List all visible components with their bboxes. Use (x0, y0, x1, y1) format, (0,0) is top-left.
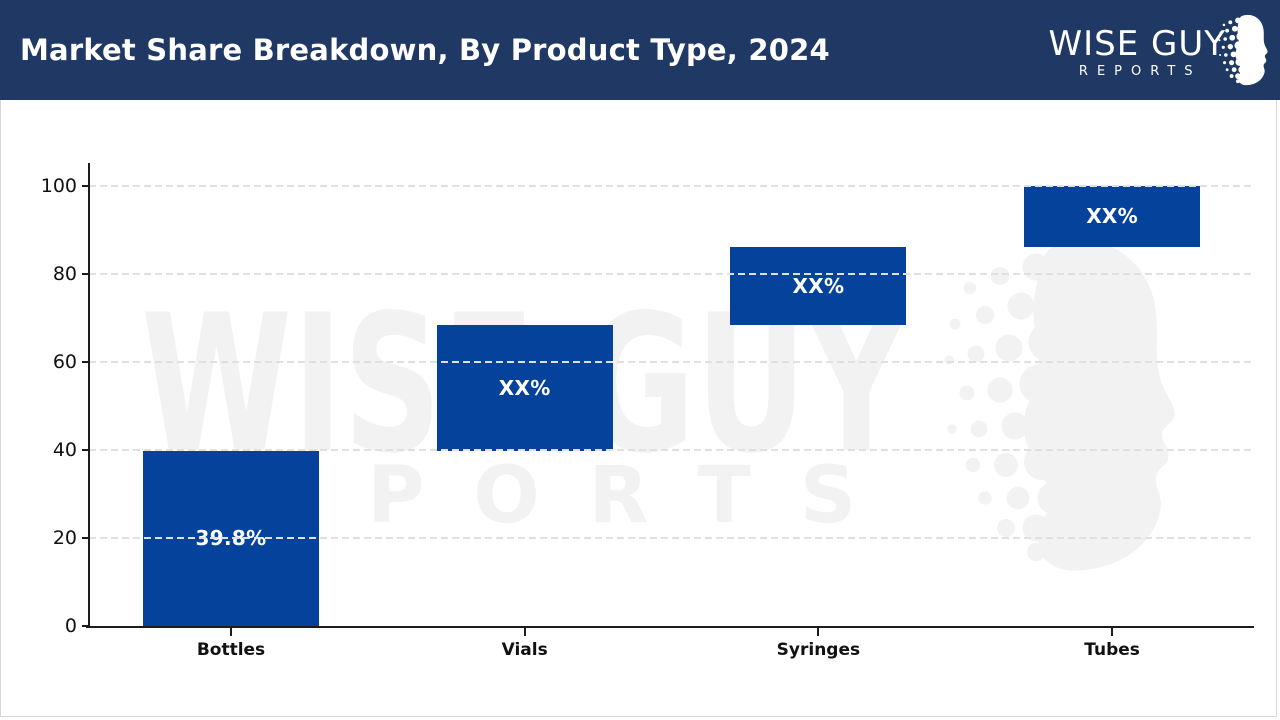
x-axis-label: Bottles (196, 640, 266, 660)
y-axis-line (88, 163, 90, 628)
x-tick-mark (230, 628, 232, 636)
x-axis-label: Tubes (1084, 640, 1140, 660)
x-tick-mark (817, 628, 820, 636)
x-axis-label: Vials (501, 640, 548, 660)
bar-syringes: XX% (730, 247, 907, 325)
gridline-60 (89, 361, 1254, 363)
y-tick-mark (82, 449, 89, 451)
y-tick-label: 20 (52, 527, 77, 549)
y-tick-label: 40 (52, 439, 77, 461)
y-tick-mark (82, 185, 89, 187)
gridline-100 (89, 185, 1254, 187)
logo-wordmark: WISE GUY (1048, 23, 1226, 64)
chart-canvas: WISE GUY R E P O R T S 02040608010039.8%… (0, 100, 1277, 717)
bar-vials: XX% (436, 324, 613, 451)
logo-text: WISE GUY REPORTS (1048, 26, 1226, 79)
y-tick-label: 0 (64, 615, 77, 637)
logo-subtitle: REPORTS (1078, 63, 1202, 79)
x-tick-mark (523, 628, 526, 636)
gridline-40 (89, 449, 1254, 451)
chart-title: Market Share Breakdown, By Product Type,… (20, 33, 830, 67)
wise-guy-reports-logo: WISE GUY REPORTS (1048, 8, 1270, 92)
y-tick-mark (82, 537, 89, 539)
y-tick-label: 60 (52, 351, 77, 373)
bar-tubes: XX% (1024, 185, 1201, 248)
x-axis-label: Syringes (776, 640, 861, 660)
plot-area: 0 20 40 60 80 100 39.8% Bottles XX% Vials XX% Syrin… (1, 100, 1276, 716)
x-axis-line (86, 626, 1254, 628)
logo-face-icon (1206, 12, 1270, 89)
x-tick-mark (1111, 628, 1114, 636)
header-bar: Market Share Breakdown, By Product Type,… (0, 0, 1280, 100)
gridline-20 (89, 537, 1254, 539)
y-tick-label: 80 (52, 263, 77, 285)
y-tick-mark (82, 625, 89, 627)
bar-value-label: XX% (1086, 204, 1138, 229)
bar-value-label: XX% (498, 375, 551, 400)
y-tick-mark (82, 273, 89, 275)
y-tick-label: 100 (40, 175, 77, 197)
y-tick-mark (82, 361, 89, 363)
gridline-80 (89, 273, 1254, 275)
bar-value-label: XX% (792, 273, 845, 298)
